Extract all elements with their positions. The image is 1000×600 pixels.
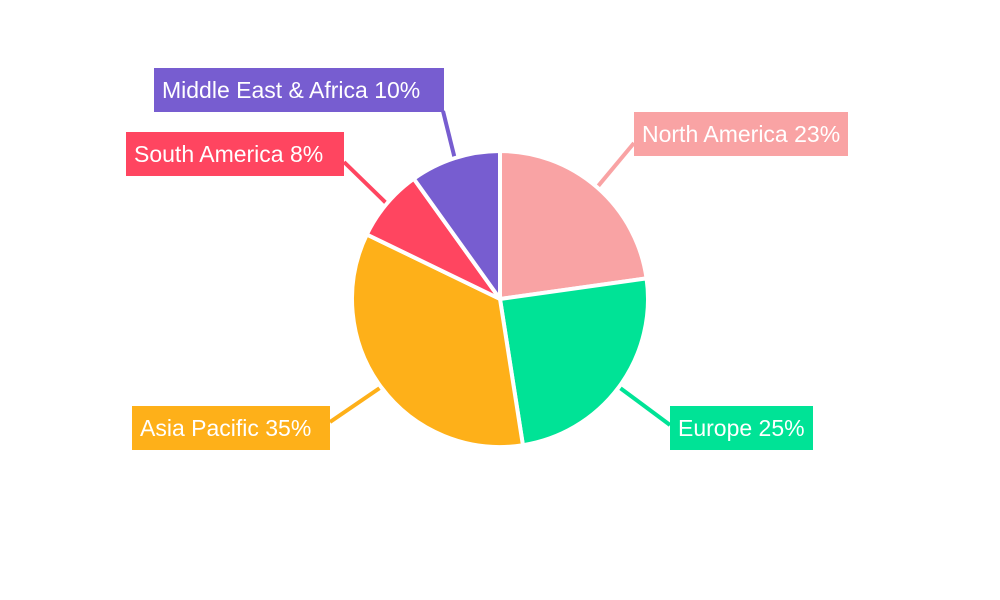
leader-line xyxy=(595,141,636,189)
label-south-america: South America 8% xyxy=(126,132,344,176)
label-europe: Europe 25% xyxy=(670,406,813,450)
pie-slice-asia-pacific[interactable] xyxy=(350,232,525,449)
pie-slice-europe[interactable] xyxy=(498,276,650,448)
pie-slice-middle-east-africa[interactable] xyxy=(411,149,502,301)
label-asia-pacific: Asia Pacific 35% xyxy=(132,406,330,450)
label-north-america: North America 23% xyxy=(634,112,849,156)
leader-line xyxy=(342,160,389,206)
leader-line xyxy=(617,385,672,427)
leader-line xyxy=(328,385,383,424)
leader-line xyxy=(441,110,457,159)
pie-slice-north-america[interactable] xyxy=(498,149,649,301)
label-middle-east-africa: Middle East & Africa 10% xyxy=(154,68,444,112)
